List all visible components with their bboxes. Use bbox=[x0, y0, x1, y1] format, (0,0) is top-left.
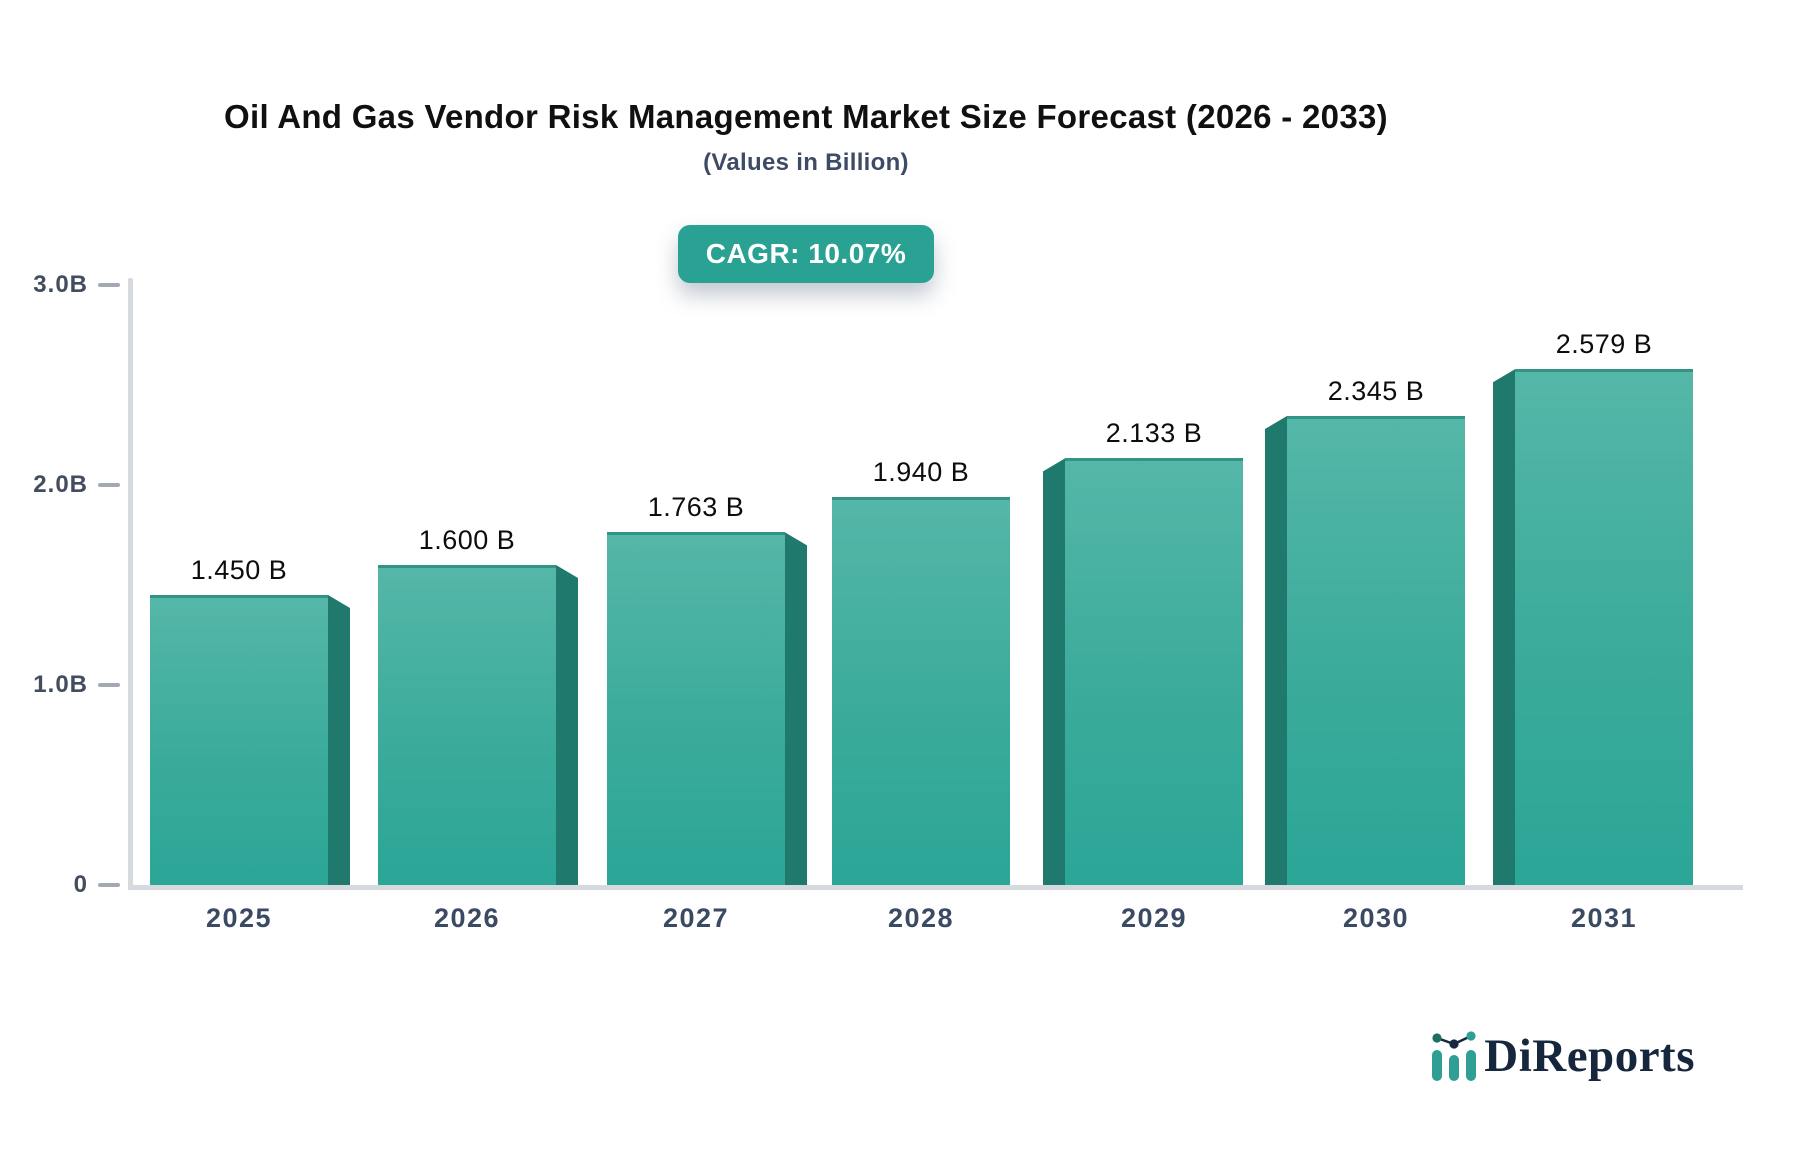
bar-face bbox=[1515, 369, 1693, 885]
bar-2026: 1.600 B bbox=[378, 525, 578, 885]
bar-side-3d bbox=[328, 595, 350, 885]
bar-value-label: 2.579 B bbox=[1555, 329, 1653, 360]
bar-face bbox=[150, 595, 328, 885]
bar-value-label: 2.133 B bbox=[1105, 418, 1203, 449]
y-tick-label-2.0B: 2.0B bbox=[33, 471, 88, 498]
bar-value-label: 1.763 B bbox=[647, 492, 745, 523]
chart-subtitle: (Values in Billion) bbox=[703, 149, 909, 176]
bar-side-3d bbox=[1493, 369, 1515, 885]
y-tick-dash-2.0B bbox=[98, 483, 120, 487]
bar-2025: 1.450 B bbox=[150, 555, 350, 885]
x-label-2025: 2025 bbox=[205, 903, 273, 933]
y-tick-label-1.0B: 1.0B bbox=[33, 671, 88, 698]
bar-2031: 2.579 B bbox=[1493, 329, 1693, 885]
bar-2030: 2.345 B bbox=[1265, 376, 1465, 885]
bar-face bbox=[832, 497, 1010, 885]
x-label-2028: 2028 bbox=[887, 903, 955, 933]
bar-value-label: 1.940 B bbox=[872, 457, 970, 487]
bar-value-label: 1.600 B bbox=[418, 525, 516, 555]
chart-title: Oil And Gas Vendor Risk Management Marke… bbox=[224, 98, 1388, 135]
y-axis-line bbox=[128, 278, 133, 887]
bar-side-3d bbox=[1265, 416, 1287, 885]
bar-side-3d bbox=[556, 565, 578, 885]
bar-value-label: 2.345 B bbox=[1327, 376, 1425, 406]
bar-side-3d bbox=[1043, 458, 1065, 885]
bar-side-3d bbox=[785, 532, 807, 885]
bar-2028: 1.940 B bbox=[832, 457, 1010, 885]
bar-value-label: 1.450 B bbox=[190, 555, 288, 585]
y-tick-label-0: 0 bbox=[73, 871, 88, 898]
bar-face bbox=[378, 565, 556, 885]
y-tick-dash-1.0B bbox=[98, 683, 120, 687]
bar-face bbox=[607, 532, 785, 885]
brand-logo: DiReports bbox=[1429, 1028, 1695, 1084]
x-label-2030: 2030 bbox=[1342, 903, 1410, 933]
x-axis-line bbox=[128, 885, 1743, 890]
x-label-2026: 2026 bbox=[433, 903, 501, 933]
bar-2027: 1.763 B bbox=[607, 492, 807, 885]
bar-2029: 2.133 B bbox=[1043, 418, 1243, 885]
y-tick-dash-3.0B bbox=[98, 283, 120, 287]
brand-name: DiReports bbox=[1484, 1030, 1695, 1082]
y-tick-dash-0 bbox=[98, 883, 120, 887]
bar-face bbox=[1065, 458, 1243, 885]
cagr-badge: CAGR: 10.07% bbox=[677, 225, 935, 283]
bar-face bbox=[1287, 416, 1465, 885]
x-label-2027: 2027 bbox=[662, 903, 730, 933]
cagr-badge-row: CAGR: 10.07% bbox=[0, 225, 1612, 283]
x-label-2031: 2031 bbox=[1570, 903, 1638, 933]
y-tick-label-3.0B: 3.0B bbox=[33, 271, 88, 298]
x-label-2029: 2029 bbox=[1120, 903, 1188, 933]
mini-bar-chart-icon bbox=[1432, 1031, 1477, 1081]
